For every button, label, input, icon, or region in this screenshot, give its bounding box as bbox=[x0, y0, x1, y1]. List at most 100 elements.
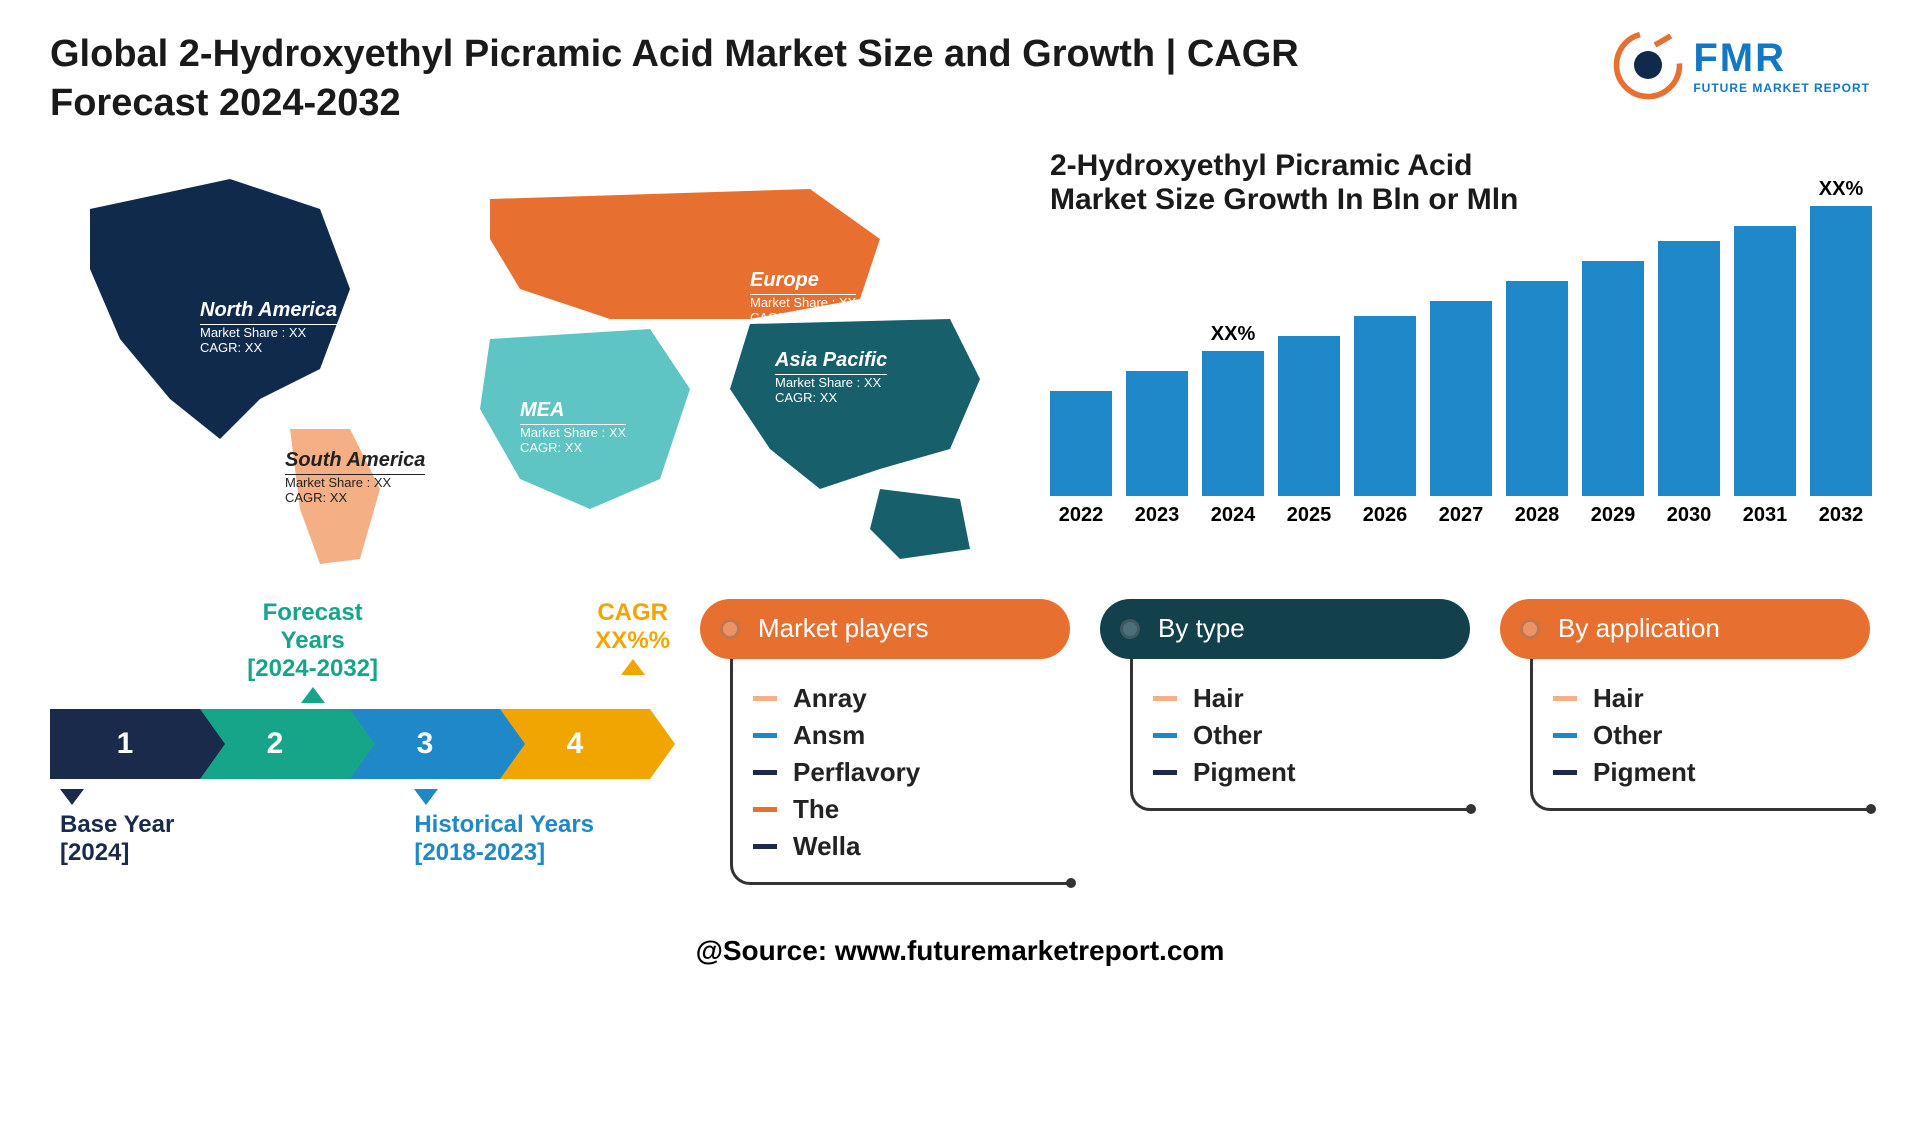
bar-2031: 2031 bbox=[1734, 226, 1796, 527]
growth-bar-chart: 2-Hydroxyethyl Picramic Acid Market Size… bbox=[1050, 149, 1872, 569]
category-pill: Market players bbox=[700, 599, 1070, 659]
cagr-label: CAGR bbox=[595, 599, 670, 627]
item-label: Hair bbox=[1193, 683, 1244, 714]
item-dash-icon bbox=[1553, 733, 1577, 738]
category-bracket: Hair Other Pigment bbox=[1130, 659, 1470, 811]
item-label: Pigment bbox=[1193, 757, 1296, 788]
region-cagr: CAGR: XX bbox=[285, 490, 425, 505]
chart-title: 2-Hydroxyethyl Picramic Acid Market Size… bbox=[1050, 149, 1550, 217]
category-2: By application Hair Other Pigment bbox=[1500, 599, 1870, 885]
historical-years-value: [2018-2023] bbox=[414, 839, 594, 867]
region-label-na: North America Market Share : XX CAGR: XX bbox=[200, 299, 337, 355]
category-title: By type bbox=[1158, 613, 1245, 644]
category-pill: By type bbox=[1100, 599, 1470, 659]
region-share: Market Share : XX bbox=[750, 295, 856, 310]
region-cagr: CAGR: XX bbox=[775, 390, 887, 405]
region-share: Market Share : XX bbox=[520, 425, 626, 440]
category-item: Pigment bbox=[1553, 757, 1870, 788]
bar-2030: 2030 bbox=[1658, 241, 1720, 527]
logo-icon bbox=[1613, 30, 1683, 100]
bar-2029: 2029 bbox=[1582, 261, 1644, 527]
bar-year-label: 2030 bbox=[1667, 504, 1712, 527]
bar-2027: 2027 bbox=[1430, 301, 1492, 527]
item-label: Other bbox=[1593, 720, 1662, 751]
bar-year-label: 2029 bbox=[1591, 504, 1636, 527]
source-attribution: @Source: www.futuremarketreport.com bbox=[50, 935, 1870, 967]
category-item: Pigment bbox=[1153, 757, 1470, 788]
category-item: Anray bbox=[753, 683, 1070, 714]
bar-rect bbox=[1126, 371, 1188, 496]
bar-2022: 2022 bbox=[1050, 391, 1112, 527]
region-label-eu: Europe Market Share : XX CAGR: XX bbox=[750, 269, 856, 325]
base-year-value: [2024] bbox=[60, 839, 174, 867]
bar-year-label: 2022 bbox=[1059, 504, 1104, 527]
bar-pct-label: XX% bbox=[1211, 323, 1255, 346]
arrow-down-icon bbox=[60, 789, 84, 805]
bar-rect bbox=[1506, 281, 1568, 496]
category-title: By application bbox=[1558, 613, 1720, 644]
bar-2023: 2023 bbox=[1126, 371, 1188, 527]
category-item: Perflavory bbox=[753, 757, 1070, 788]
bar-year-label: 2026 bbox=[1363, 504, 1408, 527]
category-0: Market playersAnrayAnsmPerflavoryTheWell… bbox=[700, 599, 1070, 885]
category-1: By type Hair Other Pigment bbox=[1100, 599, 1470, 885]
bar-year-label: 2028 bbox=[1515, 504, 1560, 527]
region-label-sa: South America Market Share : XX CAGR: XX bbox=[285, 449, 425, 505]
bar-rect bbox=[1734, 226, 1796, 496]
item-dash-icon bbox=[1553, 696, 1577, 701]
world-map: North America Market Share : XX CAGR: XX… bbox=[50, 149, 1010, 569]
timeline-infographic: Forecast Years [2024-2032] CAGR XX%% 1 2… bbox=[50, 599, 670, 885]
arrow-up-icon bbox=[621, 659, 645, 675]
category-item: Other bbox=[1153, 720, 1470, 751]
base-year-label: Base Year bbox=[60, 811, 174, 839]
item-label: Other bbox=[1193, 720, 1262, 751]
region-share: Market Share : XX bbox=[285, 475, 425, 490]
region-label-mea: MEA Market Share : XX CAGR: XX bbox=[520, 399, 626, 455]
item-label: Ansm bbox=[793, 720, 865, 751]
bar-2028: 2028 bbox=[1506, 281, 1568, 527]
category-title: Market players bbox=[758, 613, 929, 644]
region-share: Market Share : XX bbox=[200, 325, 337, 340]
bar-2024: XX% 2024 bbox=[1202, 351, 1264, 527]
forecast-years-value: [2024-2032] bbox=[230, 655, 395, 683]
category-item: Hair bbox=[1553, 683, 1870, 714]
bar-rect bbox=[1354, 316, 1416, 496]
pill-dot-icon bbox=[720, 619, 740, 639]
bar-rect: XX% bbox=[1810, 206, 1872, 496]
region-name: Europe bbox=[750, 269, 856, 295]
region-name: South America bbox=[285, 449, 425, 475]
timeline-step-1: 1 bbox=[50, 709, 200, 779]
forecast-years-label: Forecast Years bbox=[230, 599, 395, 655]
bar-2026: 2026 bbox=[1354, 316, 1416, 527]
bar-year-label: 2024 bbox=[1211, 504, 1256, 527]
bar-year-label: 2027 bbox=[1439, 504, 1484, 527]
region-label-ap: Asia Pacific Market Share : XX CAGR: XX bbox=[775, 349, 887, 405]
item-dash-icon bbox=[1153, 770, 1177, 775]
pill-dot-icon bbox=[1520, 619, 1540, 639]
item-label: Hair bbox=[1593, 683, 1644, 714]
bar-rect bbox=[1278, 336, 1340, 496]
item-label: Wella bbox=[793, 831, 860, 862]
bar-rect bbox=[1658, 241, 1720, 496]
bar-rect bbox=[1430, 301, 1492, 496]
item-dash-icon bbox=[753, 696, 777, 701]
item-dash-icon bbox=[753, 844, 777, 849]
logo-brand: FMR bbox=[1693, 36, 1870, 81]
bar-year-label: 2032 bbox=[1819, 504, 1864, 527]
item-dash-icon bbox=[753, 770, 777, 775]
item-dash-icon bbox=[1153, 733, 1177, 738]
item-label: Anray bbox=[793, 683, 867, 714]
item-label: Pigment bbox=[1593, 757, 1696, 788]
region-cagr: CAGR: XX bbox=[200, 340, 337, 355]
region-cagr: CAGR: XX bbox=[750, 310, 856, 325]
logo-tagline: FUTURE MARKET REPORT bbox=[1693, 81, 1870, 95]
item-dash-icon bbox=[753, 807, 777, 812]
category-item: Other bbox=[1553, 720, 1870, 751]
region-name: Asia Pacific bbox=[775, 349, 887, 375]
bar-year-label: 2025 bbox=[1287, 504, 1332, 527]
arrow-down-icon bbox=[414, 789, 438, 805]
item-dash-icon bbox=[1553, 770, 1577, 775]
category-bracket: AnrayAnsmPerflavoryTheWella bbox=[730, 659, 1070, 885]
bar-rect: XX% bbox=[1202, 351, 1264, 496]
bar-2025: 2025 bbox=[1278, 336, 1340, 527]
